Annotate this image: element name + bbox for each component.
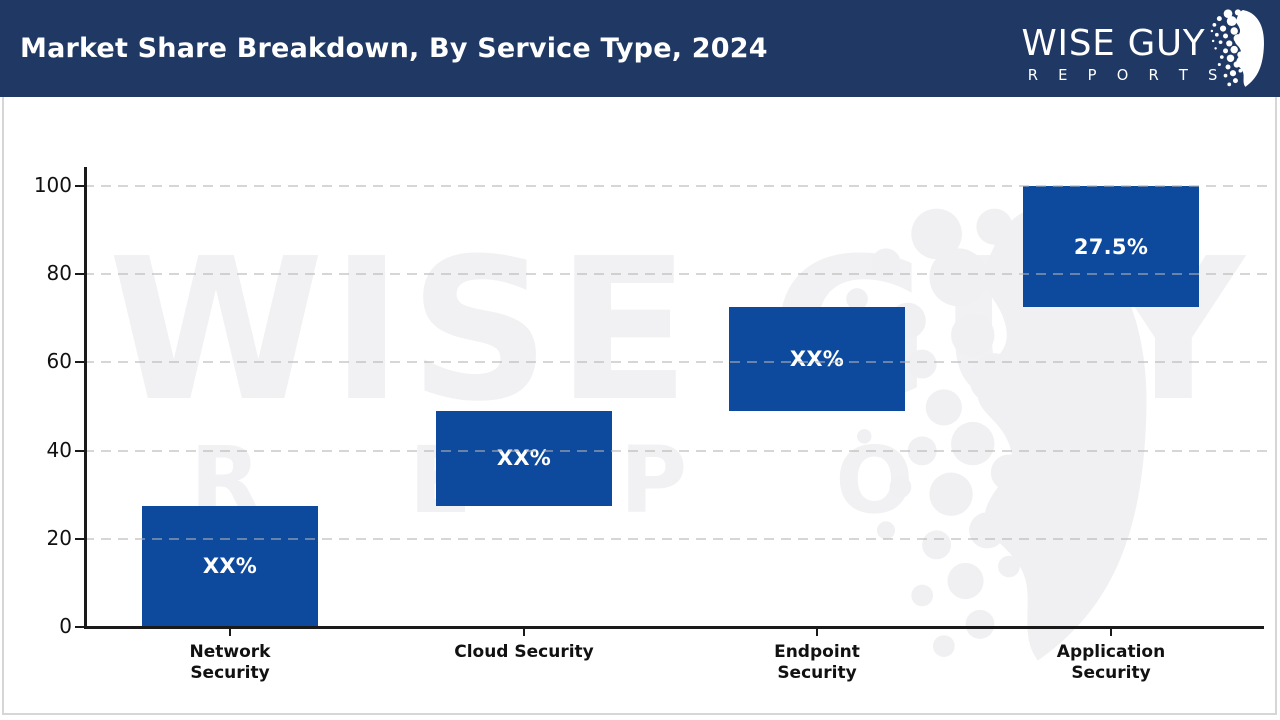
y-tick-60 [75, 361, 84, 364]
y-tick-20 [75, 537, 84, 540]
bar-application-security: 27.5% [1023, 186, 1199, 308]
x-tick-cloud-security [523, 628, 525, 636]
header-bar: Market Share Breakdown, By Service Type,… [0, 0, 1280, 97]
bar-value-label-endpoint-security: XX% [789, 347, 845, 372]
bar-value-label-application-security: 27.5% [1073, 234, 1149, 259]
y-tick-label-80: 80 [46, 261, 72, 286]
x-tick-endpoint-security [816, 628, 818, 636]
bar-cloud-security: XX% [436, 410, 612, 506]
wise-guy-logo: WISE GUY R E P O R T S [1022, 9, 1265, 87]
category-label-cloud-security: Cloud Security [454, 642, 594, 662]
y-tick-80 [75, 273, 84, 276]
y-tick-100 [75, 185, 84, 187]
gridline-40 [84, 449, 1274, 452]
gridline-80 [84, 273, 1274, 276]
logo-tagline-text: R E P O R T S [1028, 67, 1225, 84]
y-tick-label-100: 100 [33, 173, 72, 197]
category-label-endpoint-security: Endpoint Security [774, 642, 860, 684]
watermark-tagline: R E P O R T S [190, 427, 1280, 534]
y-tick-label-0: 0 [59, 614, 72, 638]
y-tick-label-40: 40 [46, 437, 72, 462]
y-tick-label-60: 60 [46, 349, 72, 374]
bar-network-security: XX% [142, 505, 318, 627]
y-axis [84, 167, 87, 628]
x-axis [84, 626, 1264, 629]
bar-endpoint-security: XX% [729, 307, 905, 411]
gridline-100 [84, 185, 1274, 187]
y-tick-40 [75, 449, 84, 452]
x-tick-network-security [229, 628, 231, 636]
page-title: Market Share Breakdown, By Service Type,… [20, 33, 768, 64]
bar-value-label-network-security: XX% [202, 554, 258, 579]
logo-name-text: WISE GUY [1022, 23, 1206, 64]
x-tick-application-security [1110, 628, 1112, 636]
chart-canvas: WISE GUY R E P O R T S 020406080100XX%XX… [0, 97, 1280, 720]
gridline-60 [84, 361, 1274, 364]
gridline-20 [84, 537, 1274, 540]
y-tick-0 [75, 626, 84, 628]
category-label-network-security: Network Security [189, 642, 271, 684]
category-label-application-security: Application Security [1056, 642, 1166, 684]
y-tick-label-20: 20 [46, 525, 72, 550]
